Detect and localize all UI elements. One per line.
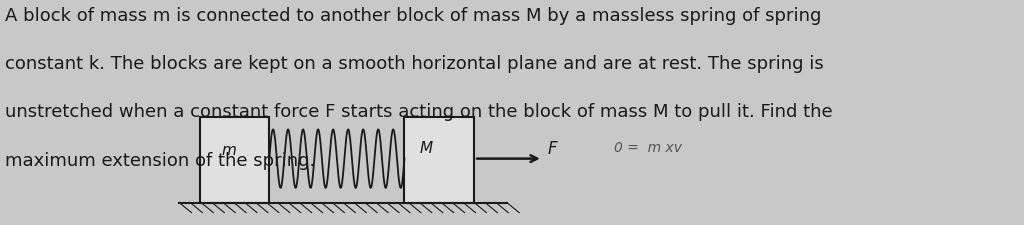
Bar	[404, 117, 474, 202]
Text: constant k. The blocks are kept on a smooth horizontal plane and are at rest. Th: constant k. The blocks are kept on a smo…	[5, 55, 824, 73]
Text: M: M	[420, 141, 433, 156]
Text: F: F	[548, 140, 557, 158]
Text: maximum extension of the spring.: maximum extension of the spring.	[5, 152, 315, 170]
Text: 0 =  m xv: 0 = m xv	[614, 142, 682, 155]
Text: unstretched when a constant force F starts acting on the block of mass M to pull: unstretched when a constant force F star…	[5, 104, 833, 122]
Bar	[200, 117, 269, 202]
Text: m: m	[222, 144, 237, 158]
Text: A block of mass m is connected to another block of mass M by a massless spring o: A block of mass m is connected to anothe…	[5, 7, 821, 25]
